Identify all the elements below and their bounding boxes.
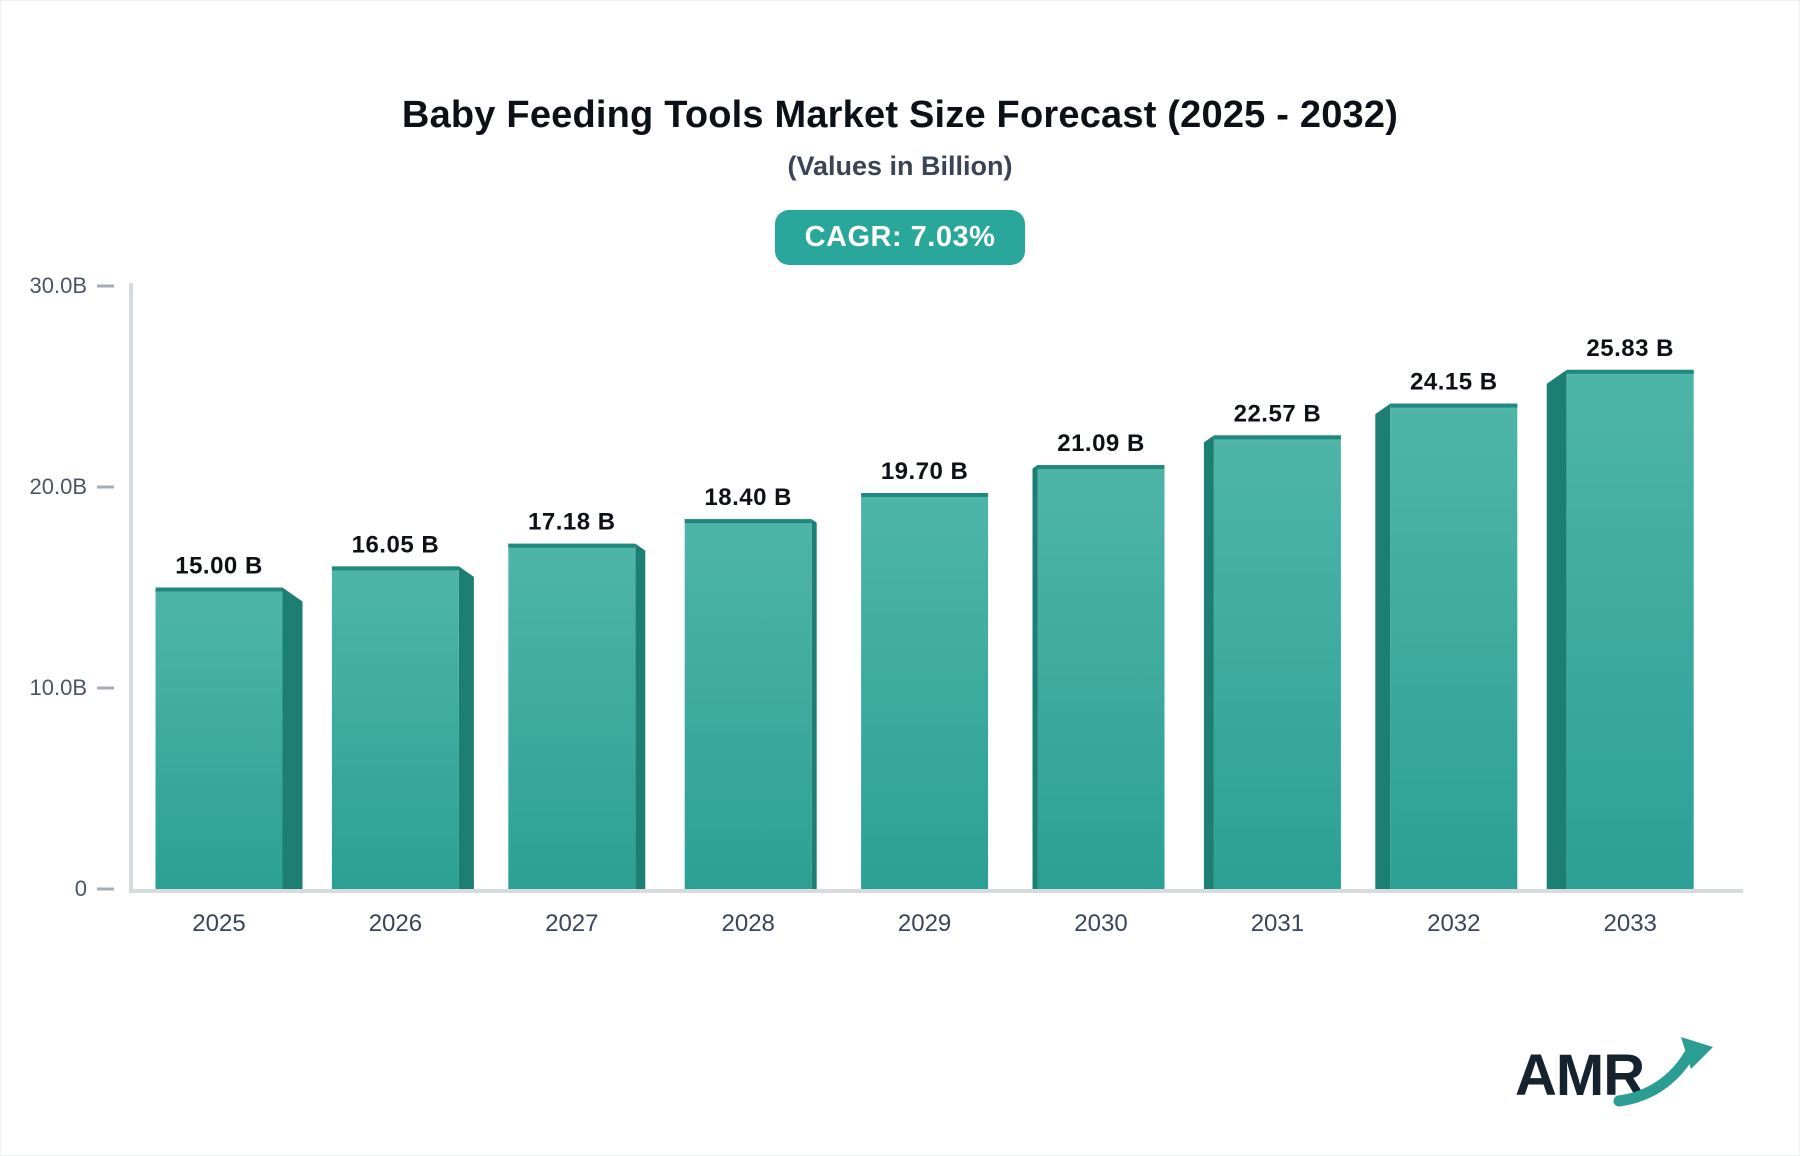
bar-side-face	[811, 519, 817, 889]
y-tick-label: 0	[75, 876, 87, 901]
bar	[1037, 465, 1165, 889]
bar-side-face	[1032, 465, 1038, 889]
bar-side-face	[282, 587, 303, 889]
x-tick-label: 2027	[545, 910, 598, 937]
chart-header: Baby Feeding Tools Market Size Forecast …	[1, 1, 1799, 265]
x-axis-line	[129, 889, 1743, 893]
bar-side-face	[1375, 403, 1391, 889]
bar	[155, 587, 283, 889]
bar-value-label: 24.15 B	[1410, 369, 1498, 396]
bar-value-label: 18.40 B	[704, 484, 792, 511]
y-tick-dash	[97, 686, 114, 690]
bar-top-edge	[508, 543, 636, 548]
y-tick-label: 20.0B	[30, 474, 88, 499]
bar-side-face	[635, 543, 646, 889]
y-tick-dash	[97, 284, 114, 288]
bar-top-edge	[1213, 435, 1341, 440]
bar-value-label: 25.83 B	[1586, 335, 1674, 362]
y-tick-dash	[97, 887, 114, 891]
chart-subtitle: (Values in Billion)	[787, 150, 1013, 181]
growth-arrow-icon	[1613, 1037, 1713, 1107]
bar-value-label: 17.18 B	[528, 509, 616, 536]
y-tick-label: 30.0B	[30, 273, 88, 298]
bar-value-label: 19.70 B	[881, 458, 969, 485]
page-title: Baby Feeding Tools Market Size Forecast …	[401, 94, 1399, 136]
bar	[1390, 403, 1518, 889]
cagr-badge: CAGR: 7.03%	[774, 209, 1026, 265]
x-tick-label: 2033	[1604, 910, 1657, 937]
bar-top-edge	[861, 493, 989, 498]
bar-value-label: 15.00 B	[175, 553, 263, 580]
bar-top-edge	[331, 566, 459, 571]
x-tick-label: 2030	[1074, 910, 1127, 937]
x-tick-label: 2029	[898, 910, 951, 937]
bar-top-edge	[1037, 465, 1165, 470]
bar	[684, 519, 812, 889]
x-tick-label: 2026	[369, 910, 422, 937]
bar	[508, 543, 636, 889]
bar-value-label: 21.09 B	[1057, 430, 1145, 457]
bar-top-edge	[155, 587, 283, 592]
badge-row: CAGR: 7.03%	[1, 209, 1799, 265]
bar-side-face	[458, 566, 474, 889]
bar-top-edge	[1566, 369, 1694, 374]
x-tick-label: 2032	[1427, 910, 1480, 937]
bar	[331, 566, 459, 889]
amr-logo: AMR	[1515, 1035, 1715, 1109]
bar-value-label: 16.05 B	[352, 531, 440, 558]
y-axis-line	[129, 283, 133, 893]
x-tick-label: 2031	[1251, 910, 1304, 937]
bar	[1213, 435, 1341, 889]
bar-side-face	[1203, 435, 1214, 889]
x-tick-label: 2028	[722, 910, 775, 937]
bar-value-label: 22.57 B	[1234, 400, 1322, 427]
y-tick-label: 10.0B	[30, 675, 88, 700]
bar	[861, 493, 989, 889]
bar-top-edge	[1390, 403, 1518, 408]
x-tick-label: 2025	[192, 910, 245, 937]
bar-top-edge	[684, 519, 812, 524]
bar	[1566, 369, 1694, 889]
y-tick-dash	[97, 485, 114, 489]
bar-side-face	[1546, 369, 1567, 889]
